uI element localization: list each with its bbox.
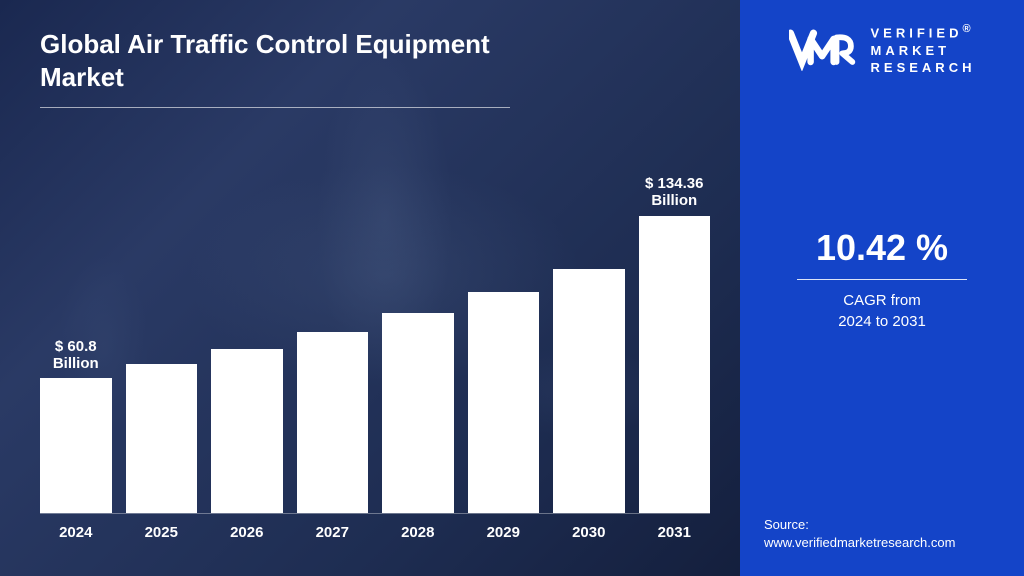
- sidebar-panel: VERIFIED® MARKET RESEARCH 10.42 % CAGR f…: [740, 0, 1024, 576]
- bar-value-label: $ 60.8Billion: [53, 338, 99, 373]
- bar: [297, 332, 369, 513]
- bar-wrap: [126, 364, 198, 513]
- brand-logo: VERIFIED® MARKET RESEARCH: [789, 22, 976, 77]
- bar: [468, 292, 540, 513]
- x-axis-label: 2030: [553, 516, 625, 546]
- x-axis-label: 2024: [40, 516, 112, 546]
- x-axis-label: 2031: [639, 516, 711, 546]
- x-axis-label: 2027: [297, 516, 369, 546]
- bar-wrap: [297, 332, 369, 513]
- registered-symbol: ®: [962, 23, 970, 35]
- bar-wrap: [553, 269, 625, 513]
- chart-panel: Global Air Traffic Control Equipment Mar…: [0, 0, 740, 576]
- brand-line-2: MARKET: [871, 43, 951, 58]
- bar-wrap: [382, 313, 454, 513]
- brand-line-1: VERIFIED: [871, 25, 963, 40]
- bar-chart: $ 60.8Billion$ 134.36Billion 20242025202…: [40, 136, 710, 546]
- bar-wrap: [468, 292, 540, 513]
- bar: [40, 378, 112, 513]
- x-axis-label: 2029: [468, 516, 540, 546]
- cagr-divider: [797, 279, 967, 280]
- bar: [211, 349, 283, 513]
- bar: [382, 313, 454, 513]
- brand-logo-text: VERIFIED® MARKET RESEARCH: [871, 22, 976, 77]
- vmr-logo-mark-icon: [789, 27, 861, 71]
- cagr-caption-line-1: CAGR from: [843, 292, 921, 309]
- source-block: Source: www.verifiedmarketresearch.com: [764, 516, 955, 552]
- bar-wrap: [211, 349, 283, 513]
- x-axis-label: 2026: [211, 516, 283, 546]
- title-divider: [40, 107, 510, 108]
- x-axis-label: 2028: [382, 516, 454, 546]
- source-label: Source:: [764, 517, 809, 532]
- cagr-caption: CAGR from 2024 to 2031: [797, 290, 967, 332]
- bar-value-label: $ 134.36Billion: [645, 175, 703, 210]
- source-url: www.verifiedmarketresearch.com: [764, 535, 955, 550]
- cagr-caption-line-2: 2024 to 2031: [838, 313, 926, 330]
- chart-title: Global Air Traffic Control Equipment Mar…: [40, 28, 540, 93]
- bar: [639, 216, 711, 514]
- bar: [553, 269, 625, 513]
- cagr-block: 10.42 % CAGR from 2024 to 2031: [797, 227, 967, 332]
- x-axis: 2024 2025 2026 2027 2028 2029 2030 2031: [40, 516, 710, 546]
- x-axis-label: 2025: [126, 516, 198, 546]
- bars-row: $ 60.8Billion $ 134.36Billion: [40, 174, 710, 514]
- brand-line-3: RESEARCH: [871, 60, 976, 75]
- bar: [126, 364, 198, 513]
- bar-wrap: $ 60.8Billion: [40, 378, 112, 513]
- bar-wrap: $ 134.36Billion: [639, 216, 711, 514]
- cagr-value: 10.42 %: [797, 227, 967, 269]
